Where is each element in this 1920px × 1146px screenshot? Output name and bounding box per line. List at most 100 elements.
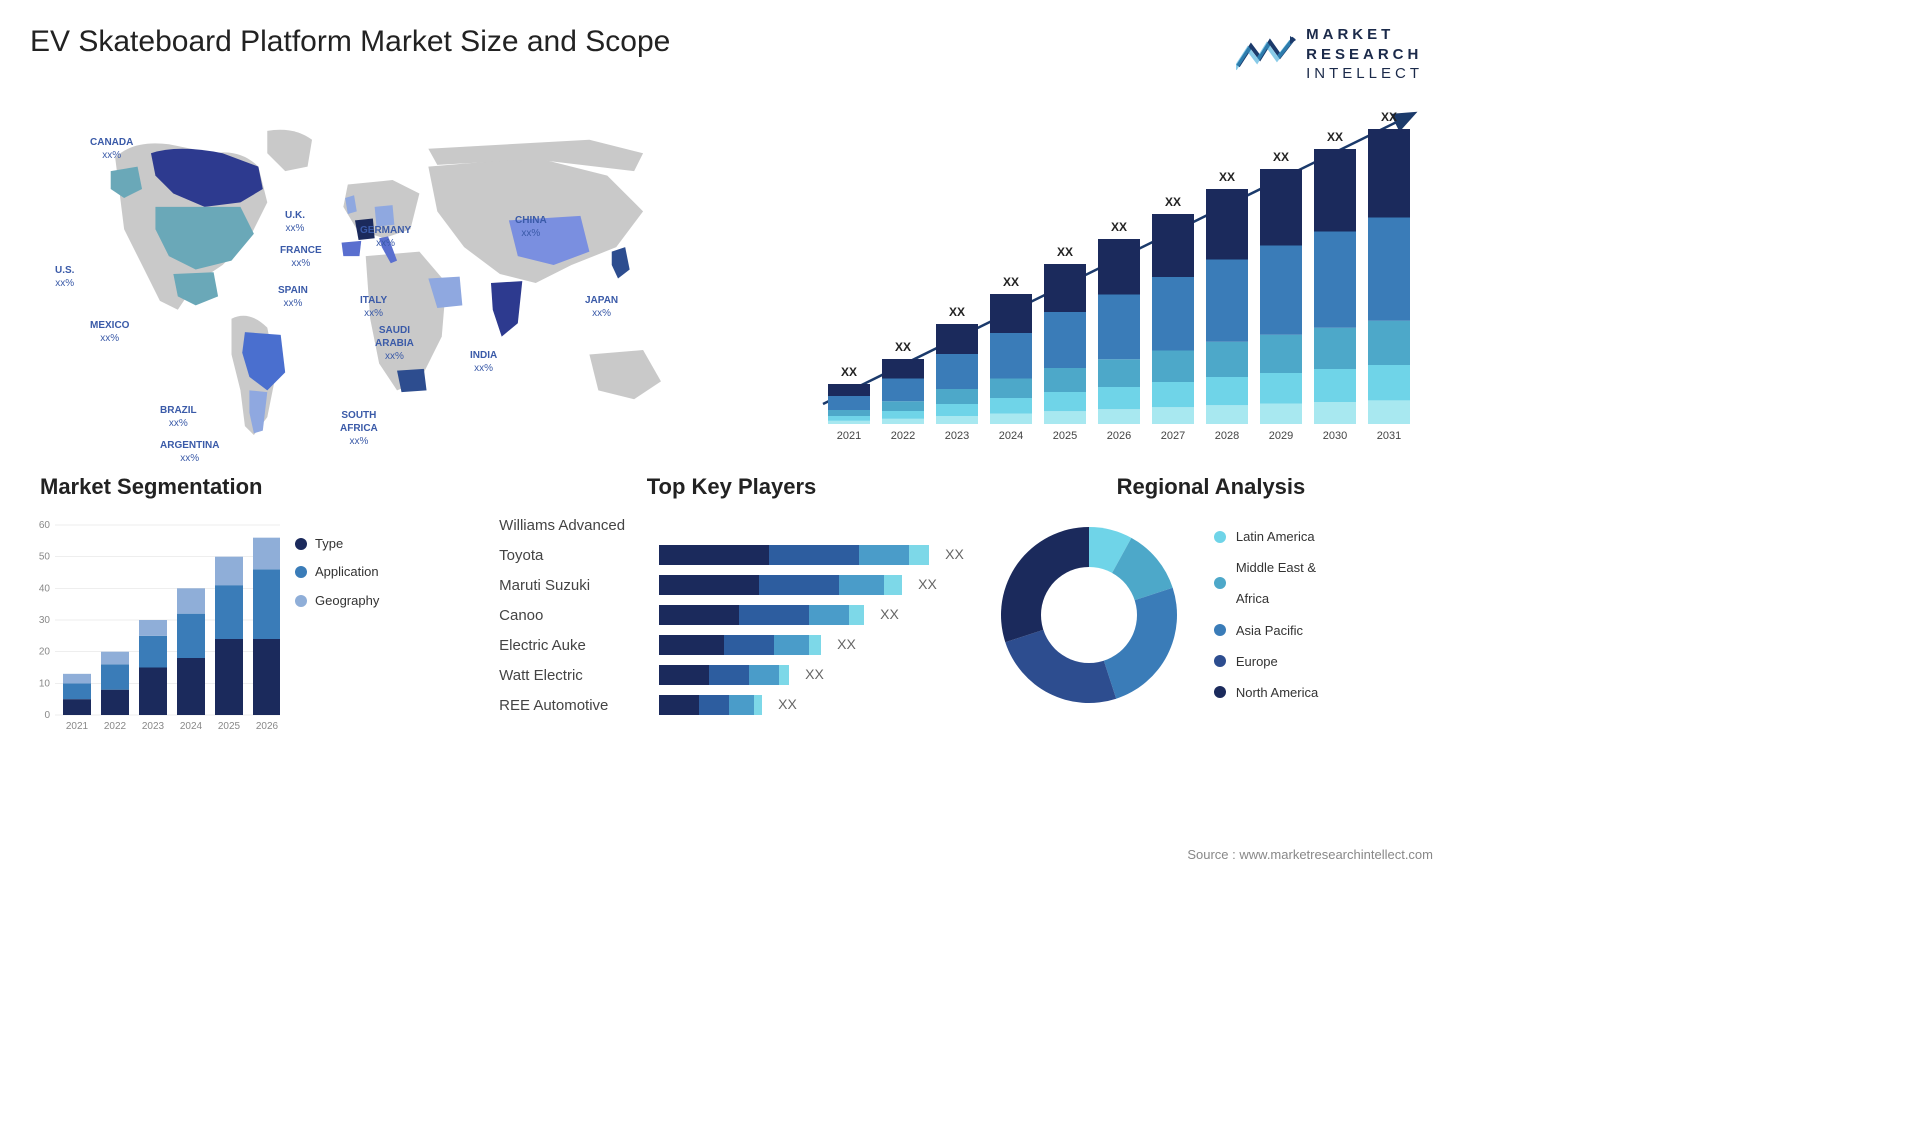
bar-segment [882, 418, 924, 423]
legend-item: Type [295, 530, 379, 559]
logo-icon [1236, 34, 1296, 74]
map-label: GERMANYxx% [360, 224, 411, 250]
bar-segment [936, 354, 978, 389]
map-label: SPAINxx% [278, 284, 308, 310]
regional-panel: Regional Analysis Latin AmericaMiddle Ea… [989, 474, 1433, 745]
seg-bar [177, 613, 205, 657]
svg-text:30: 30 [39, 615, 51, 626]
map-label: INDIAxx% [470, 349, 497, 375]
year-label: 2022 [891, 430, 915, 442]
player-value: XX [778, 695, 797, 715]
svg-text:2026: 2026 [256, 721, 279, 732]
player-value: XX [945, 545, 964, 565]
page-title: EV Skateboard Platform Market Size and S… [30, 25, 670, 59]
bar-segment [1098, 294, 1140, 359]
svg-text:60: 60 [39, 520, 51, 531]
seg-bar [101, 689, 129, 714]
regional-legend: Latin AmericaMiddle East &AfricaAsia Pac… [1214, 521, 1318, 708]
legend-item: Europe [1214, 646, 1318, 677]
bar-value-label: XX [1381, 110, 1397, 124]
player-bar [659, 575, 902, 595]
bar-segment [1152, 382, 1194, 407]
bar-segment [828, 410, 870, 416]
bar-segment [828, 396, 870, 410]
year-label: 2024 [999, 430, 1023, 442]
player-header: Williams Advanced [499, 515, 649, 536]
player-name: Maruti Suzuki [499, 575, 649, 596]
source-text: Source : www.marketresearchintellect.com [1187, 847, 1433, 862]
player-name: REE Automotive [499, 695, 649, 716]
player-name: Canoo [499, 605, 649, 626]
bar-value-label: XX [1057, 245, 1073, 259]
bar-segment [1368, 365, 1410, 400]
bar-value-label: XX [949, 305, 965, 319]
bar-value-label: XX [1165, 195, 1181, 209]
svg-text:2022: 2022 [104, 721, 127, 732]
logo-text: MARKET RESEARCH INTELLECT [1306, 25, 1423, 84]
player-row: Maruti SuzukiXX [499, 575, 964, 596]
player-row: ToyotaXX [499, 545, 964, 566]
bar-segment [1098, 409, 1140, 424]
bar-segment [936, 404, 978, 416]
map-label: U.S.xx% [55, 264, 74, 290]
bar-segment [882, 411, 924, 419]
world-map: CANADAxx%U.S.xx%MEXICOxx%BRAZILxx%ARGENT… [30, 104, 773, 444]
map-label: U.K.xx% [285, 209, 305, 235]
player-row: REE Automotive XX [499, 695, 964, 716]
bar-segment [990, 398, 1032, 414]
year-label: 2025 [1053, 430, 1077, 442]
map-label: ARGENTINAxx% [160, 439, 219, 465]
segmentation-chart: 0102030405060 202120222023202420252026 [30, 515, 280, 745]
bar-segment [1260, 169, 1302, 246]
player-bar [659, 695, 762, 715]
bar-segment [1260, 373, 1302, 404]
svg-text:2021: 2021 [66, 721, 89, 732]
segmentation-legend: TypeApplicationGeography [295, 530, 379, 616]
bar-segment [1368, 320, 1410, 364]
player-value: XX [880, 605, 899, 625]
bar-segment [1206, 405, 1248, 424]
bar-segment [936, 416, 978, 424]
bar-segment [1314, 231, 1356, 327]
bar-segment [1260, 334, 1302, 372]
regional-title: Regional Analysis [989, 474, 1433, 500]
bar-segment [882, 378, 924, 401]
year-label: 2026 [1107, 430, 1131, 442]
segmentation-title: Market Segmentation [40, 474, 474, 500]
bar-value-label: XX [841, 365, 857, 379]
seg-bar [101, 664, 129, 689]
bar-segment [1098, 359, 1140, 387]
main-chart-svg: XX2021XX2022XX2023XX2024XX2025XX2026XX20… [813, 104, 1433, 444]
legend-item: Middle East &Africa [1214, 552, 1318, 614]
seg-bar [177, 658, 205, 715]
player-bar [659, 635, 821, 655]
bar-segment [828, 416, 870, 421]
year-label: 2030 [1323, 430, 1347, 442]
seg-bar [101, 651, 129, 664]
year-label: 2029 [1269, 430, 1293, 442]
bar-segment [1044, 411, 1086, 424]
bar-segment [1044, 264, 1086, 312]
player-row: Watt ElectricXX [499, 665, 964, 686]
bar-segment [1368, 217, 1410, 320]
seg-bar [177, 588, 205, 613]
bar-segment [1368, 400, 1410, 424]
player-name: Watt Electric [499, 665, 649, 686]
bar-segment [1044, 368, 1086, 392]
bar-segment [936, 389, 978, 404]
legend-item: Application [295, 558, 379, 587]
map-label: MEXICOxx% [90, 319, 129, 345]
bar-segment [990, 294, 1032, 333]
bar-segment [1044, 392, 1086, 411]
player-bar [659, 665, 789, 685]
players-title: Top Key Players [499, 474, 964, 500]
players-panel: Top Key Players Williams Advanced Toyota… [499, 474, 964, 745]
legend-item: Latin America [1214, 521, 1318, 552]
seg-bar [139, 620, 167, 636]
bar-segment [990, 378, 1032, 398]
bar-value-label: XX [1111, 220, 1127, 234]
svg-text:0: 0 [44, 710, 50, 721]
seg-bar [63, 673, 91, 683]
map-label: SOUTHAFRICAxx% [340, 409, 378, 448]
bar-segment [1206, 259, 1248, 341]
